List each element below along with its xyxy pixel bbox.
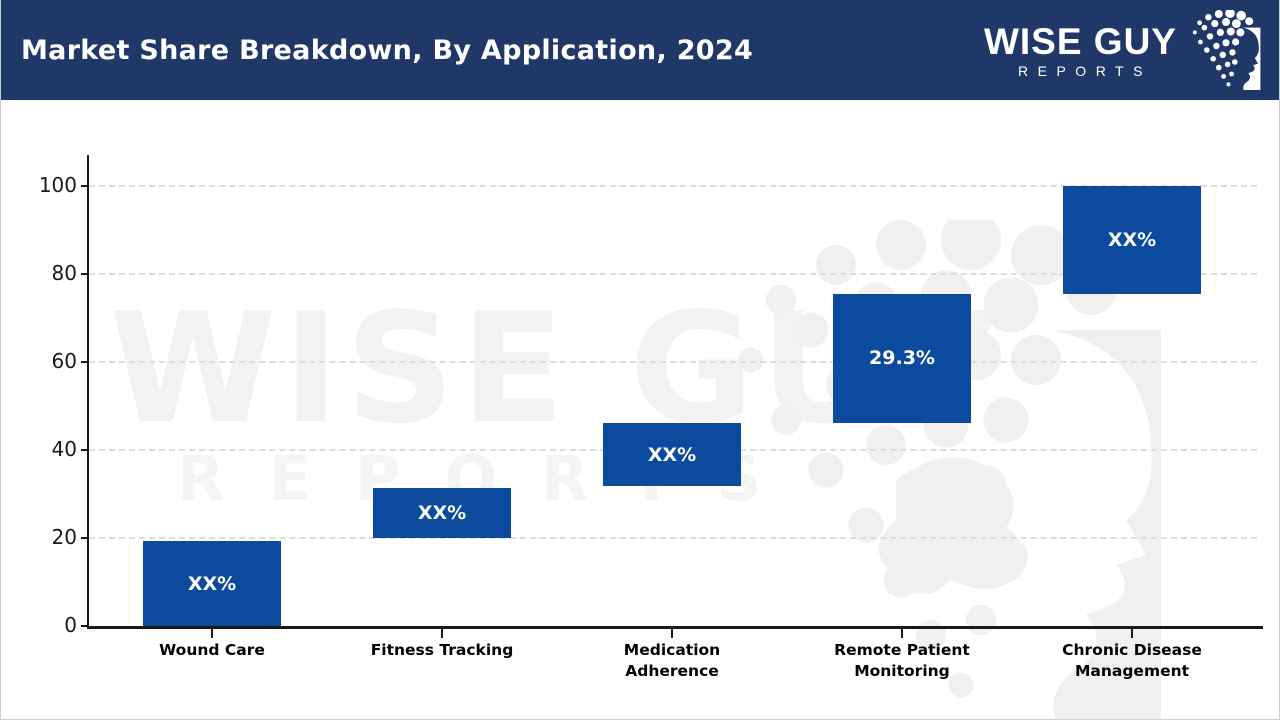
- page-title: Market Share Breakdown, By Application, …: [21, 34, 754, 66]
- x-axis-tick-mark: [901, 629, 903, 638]
- y-axis-tick-mark: [81, 449, 88, 451]
- wiseguy-face-icon: [1192, 10, 1261, 90]
- y-axis-tick-label: 20: [51, 525, 77, 549]
- y-axis-tick-mark: [81, 185, 88, 187]
- y-axis-tick-label: 100: [38, 173, 77, 197]
- y-axis-tick-label: 60: [51, 349, 77, 373]
- bar-value-label-remote-patient-monitoring: 29.3%: [869, 347, 935, 370]
- bar-value-label-medication-adherence: XX%: [647, 443, 697, 466]
- logo-brand-name: WISE GUY: [983, 20, 1177, 62]
- bar-medication-adherence: XX%: [603, 423, 741, 487]
- x-axis-category-label-remote-patient-monitoring: Remote Patient Monitoring: [834, 641, 970, 680]
- x-axis-line: [87, 626, 1263, 629]
- bar-value-label-chronic-disease-management: XX%: [1107, 228, 1157, 251]
- header-bar: Market Share Breakdown, By Application, …: [1, 0, 1279, 100]
- bar-chronic-disease-management: XX%: [1063, 186, 1201, 294]
- bar-value-label-fitness-tracking: XX%: [417, 501, 467, 524]
- y-axis-tick-label: 0: [64, 613, 77, 637]
- bar-wound-care: XX%: [143, 541, 281, 626]
- bar-remote-patient-monitoring: 29.3%: [833, 293, 971, 423]
- gridline-y100: [89, 185, 1257, 187]
- x-axis-category-label-fitness-tracking: Fitness Tracking: [370, 641, 514, 659]
- x-axis-tick-mark: [441, 629, 443, 638]
- y-axis-line: [87, 155, 89, 628]
- bar-value-label-wound-care: XX%: [187, 572, 237, 595]
- y-axis-tick-mark: [81, 537, 88, 539]
- y-axis-tick-label: 40: [51, 437, 77, 461]
- x-axis-tick-mark: [211, 629, 213, 638]
- y-axis-tick-label: 80: [51, 261, 77, 285]
- gridline-y20: [89, 537, 1257, 539]
- x-axis-tick-mark: [1131, 629, 1133, 638]
- gridline-y60: [89, 361, 1257, 363]
- y-axis-tick-mark: [81, 273, 88, 275]
- wiseguy-logo-text: WISE GUY REPORTS: [984, 23, 1177, 78]
- y-axis-tick-mark: [81, 361, 88, 363]
- x-axis-category-label-chronic-disease-management: Chronic Disease Management: [1062, 641, 1202, 680]
- x-axis-tick-mark: [671, 629, 673, 638]
- logo-brand-subtitle: REPORTS: [1018, 62, 1152, 79]
- chart-area: WISE GUY REPORTS 0 20 40 60 80 100 XX% Wound Ca…: [1, 100, 1279, 719]
- gridline-y80: [89, 273, 1257, 275]
- x-axis-category-label-medication-adherence: Medication Adherence: [623, 641, 721, 680]
- wiseguy-logo: WISE GUY REPORTS: [984, 10, 1263, 90]
- bar-fitness-tracking: XX%: [373, 487, 511, 538]
- y-axis-tick-mark: [81, 625, 88, 627]
- x-axis-category-label-wound-care: Wound Care: [159, 641, 265, 659]
